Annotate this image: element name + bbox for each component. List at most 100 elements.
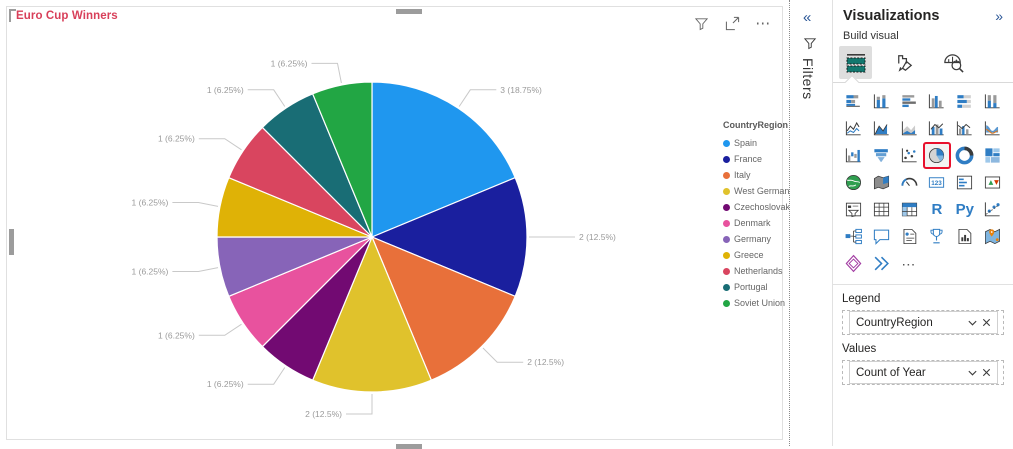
qanda-visual[interactable] (868, 224, 895, 249)
legend-item-label: Greece (734, 250, 764, 260)
analytics-tab[interactable] (937, 46, 970, 79)
hundred-percent-stacked-bar-chart[interactable] (951, 89, 978, 114)
stacked-column-chart[interactable] (868, 89, 895, 114)
chart-legend-item[interactable]: Portugal (723, 279, 785, 295)
chart-legend-item[interactable]: Greece (723, 247, 785, 263)
hundred-percent-stacked-column-chart[interactable] (979, 89, 1006, 114)
chevron-down-icon[interactable] (965, 366, 979, 380)
ribbon-chart[interactable] (979, 116, 1006, 141)
fields-tab[interactable] (839, 46, 872, 79)
line-and-stacked-column-chart[interactable] (924, 116, 951, 141)
python-script-visual[interactable]: Py (951, 197, 978, 222)
chart-legend-item[interactable]: Germany (723, 231, 785, 247)
legend-item-label: France (734, 154, 763, 164)
stacked-bar-chart[interactable] (840, 89, 867, 114)
scatter-chart[interactable] (896, 143, 923, 168)
visual-title: Euro Cup Winners (16, 10, 118, 22)
format-tab[interactable] (888, 46, 921, 79)
python-script-visual-label: Py (955, 201, 974, 218)
resize-handle-left[interactable] (9, 229, 14, 255)
narrative-visual[interactable] (896, 224, 923, 249)
treemap-chart[interactable] (979, 143, 1006, 168)
pie-chart[interactable] (922, 142, 952, 169)
chart-legend-item[interactable]: Spain (723, 135, 785, 151)
stacked-area-chart[interactable] (896, 116, 923, 141)
multi-row-card-visual[interactable] (951, 170, 978, 195)
pie-slice[interactable] (370, 176, 528, 298)
clustered-column-chart[interactable] (924, 89, 951, 114)
line-and-clustered-column-chart[interactable] (951, 116, 978, 141)
card-visual[interactable]: 123 (924, 170, 951, 195)
filter-icon (803, 36, 818, 51)
gauge-visual[interactable] (896, 170, 923, 195)
paginated-report-visual[interactable] (951, 224, 978, 249)
visual-type-gallery[interactable]: 123 R Py ⋯ (833, 83, 1013, 280)
legend-color-swatch (723, 299, 730, 307)
filled-map-visual[interactable] (868, 170, 895, 195)
chart-legend-item[interactable]: Italy (723, 167, 785, 183)
legend-well-dropzone[interactable]: CountryRegion (842, 310, 1004, 335)
chart-legend-item[interactable]: Czechoslovakia (723, 199, 797, 215)
pie-slice[interactable] (370, 235, 516, 381)
close-icon[interactable] (979, 366, 993, 380)
line-chart[interactable] (840, 116, 867, 141)
chart-legend-item[interactable]: Soviet Union (723, 295, 785, 311)
table-visual[interactable] (868, 197, 895, 222)
filters-pane-collapsed[interactable]: « Filters (789, 0, 832, 446)
chart-legend-item[interactable]: France (723, 151, 785, 167)
area-chart[interactable] (868, 116, 895, 141)
map-visual[interactable] (840, 170, 867, 195)
more-options-icon[interactable]: ⋯ (755, 14, 772, 32)
filters-collapse-icon[interactable]: « (803, 9, 812, 26)
waterfall-chart[interactable] (840, 143, 867, 168)
legend-color-swatch (723, 139, 730, 147)
power-apps-visual[interactable] (840, 251, 867, 276)
report-canvas[interactable]: Euro Cup Winners ⋯ 3 (18.75%) 2 (12.5%) 2 … (0, 0, 797, 449)
visualizations-pane[interactable]: Visualizations » Build visual (832, 0, 1013, 446)
metrics-visual[interactable] (924, 224, 951, 249)
chart-legend-item[interactable]: Netherlands (723, 263, 785, 279)
funnel-chart[interactable] (868, 143, 895, 168)
chart-legend-item[interactable]: Denmark (723, 215, 785, 231)
pie-svg[interactable]: 3 (18.75%) 2 (12.5%) 2 (12.5%) 2 (12.5%) 1 (… (7, 7, 724, 441)
matrix-visual[interactable] (896, 197, 923, 222)
pie-data-label: 1 (6.25%) (132, 267, 169, 277)
slicer-visual[interactable] (840, 197, 867, 222)
values-well-dropzone[interactable]: Count of Year (842, 360, 1004, 385)
pie-chart-visual[interactable]: Euro Cup Winners ⋯ 3 (18.75%) 2 (12.5%) 2 … (6, 6, 797, 449)
pie-chart-area[interactable]: 3 (18.75%) 2 (12.5%) 2 (12.5%) 2 (12.5%) 1 (… (7, 7, 724, 441)
clustered-bar-chart[interactable] (896, 89, 923, 114)
filter-icon[interactable] (693, 15, 710, 32)
resize-handle-top[interactable] (396, 9, 422, 14)
chart-legend-item[interactable]: West Germany (723, 183, 794, 199)
close-icon[interactable] (979, 316, 993, 330)
build-visual-label: Build visual (843, 30, 899, 42)
decomposition-tree-visual[interactable] (840, 224, 867, 249)
r-script-visual[interactable]: R (924, 197, 951, 222)
resize-handle-bottom[interactable] (396, 444, 422, 449)
pie-slice[interactable] (311, 81, 373, 238)
build-visual-tabs[interactable] (833, 44, 1013, 79)
pie-slice[interactable] (371, 81, 516, 238)
key-influencers-visual[interactable] (979, 197, 1006, 222)
visualizations-expand-icon[interactable]: » (995, 8, 1003, 24)
arcgis-maps-visual[interactable] (979, 224, 1006, 249)
values-well-label: Values (842, 343, 877, 355)
pie-label-leader (172, 202, 219, 207)
focus-mode-icon[interactable] (724, 15, 741, 32)
legend-well-label: Legend (842, 293, 881, 305)
visual-header-icons: ⋯ (693, 15, 772, 32)
pie-slice[interactable] (311, 235, 433, 393)
legend-well-field-chip[interactable]: CountryRegion (849, 311, 998, 334)
donut-chart[interactable] (951, 143, 978, 168)
kpi-visual[interactable] (979, 170, 1006, 195)
values-well-field-chip[interactable]: Count of Year (849, 361, 998, 384)
chevron-down-icon[interactable] (965, 316, 979, 330)
build-tabs-underline (833, 74, 1013, 90)
power-automate-visual[interactable] (868, 251, 895, 276)
chart-legend[interactable]: CountryRegion Spain France Italy West Germa… (723, 120, 797, 311)
get-more-visuals[interactable]: ⋯ (901, 255, 917, 272)
svg-text:123: 123 (932, 180, 943, 187)
pie-data-label: 1 (6.25%) (207, 379, 244, 389)
pie-data-label: 1 (6.25%) (207, 85, 244, 95)
